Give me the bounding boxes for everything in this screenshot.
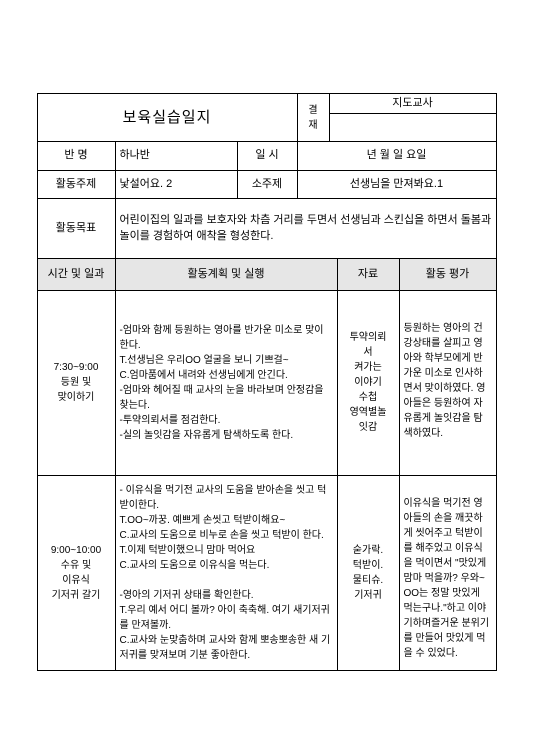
- doc-title: 보육실습일지: [38, 94, 298, 141]
- goal-row: 활동목표 어린이집의 일과를 보호자와 차츰 거리를 두면서 선생님과 스킨십을…: [38, 199, 496, 259]
- goal-label: 활동목표: [38, 199, 116, 258]
- material-cell: 숟가락. 턱받이. 물티슈. 기저귀: [338, 476, 400, 670]
- topic-row: 활동주제 낯설어요. 2 소주제 선생님을 만져봐요.1: [38, 171, 496, 199]
- approval-box: 지도교사: [330, 94, 496, 141]
- col-time: 시간 및 일과: [38, 259, 116, 290]
- goal-value: 어린이집의 일과를 보호자와 차츰 거리를 두면서 선생님과 스킨십을 하면서 …: [116, 199, 496, 258]
- topic-label: 활동주제: [38, 171, 116, 198]
- date-value: 년 월 일 요일: [298, 142, 496, 169]
- plan-cell: -엄마와 함께 등원하는 영아를 반가운 미소로 맞이한다. T.선생님은 우리…: [116, 291, 338, 475]
- eval-cell: 등원하는 영아의 건강상태를 살피고 영아와 학부모에게 반가운 미소로 인사하…: [400, 291, 496, 475]
- approval-label: 결 재: [298, 94, 330, 141]
- plan-cell: - 이유식을 먹기전 교사의 도움을 받아손을 씻고 턱받이한다. T.OO~까…: [116, 476, 338, 670]
- col-material: 자료: [338, 259, 400, 290]
- time-cell: 7:30~9:00 등원 및 맞이하기: [38, 291, 116, 475]
- supervisor-label: 지도교사: [330, 94, 496, 114]
- plan-header-row: 시간 및 일과 활동계획 및 실행 자료 활동 평가: [38, 259, 496, 291]
- eval-cell: 이유식을 먹기전 영아들의 손을 깨끗하게 씻어주고 턱받이를 해주었고 이유식…: [400, 476, 496, 670]
- material-cell: 투약의뢰 서 켜가는 이야기 수첩 영역별놀 잇감: [338, 291, 400, 475]
- table-row: 7:30~9:00 등원 및 맞이하기 -엄마와 함께 등원하는 영아를 반가운…: [38, 291, 496, 476]
- col-eval: 활동 평가: [400, 259, 496, 290]
- class-label: 반 명: [38, 142, 116, 169]
- time-cell: 9:00~10:00 수유 및 이유식 기저귀 갈기: [38, 476, 116, 670]
- col-plan: 활동계획 및 실행: [116, 259, 338, 290]
- topic-value: 낯설어요. 2: [116, 171, 238, 198]
- class-name: 하나반: [116, 142, 238, 169]
- class-date-row: 반 명 하나반 일 시 년 월 일 요일: [38, 142, 496, 170]
- subtopic-value: 선생님을 만져봐요.1: [298, 171, 496, 198]
- table-row: 9:00~10:00 수유 및 이유식 기저귀 갈기 - 이유식을 먹기전 교사…: [38, 476, 496, 671]
- subtopic-label: 소주제: [238, 171, 298, 198]
- date-label: 일 시: [238, 142, 298, 169]
- doc-title-text: 보육실습일지: [123, 107, 212, 128]
- header-row: 보육실습일지 결 재 지도교사: [38, 94, 496, 142]
- document-page: 보육실습일지 결 재 지도교사 반 명 하나반 일 시 년 월 일 요일 활동주…: [37, 93, 497, 671]
